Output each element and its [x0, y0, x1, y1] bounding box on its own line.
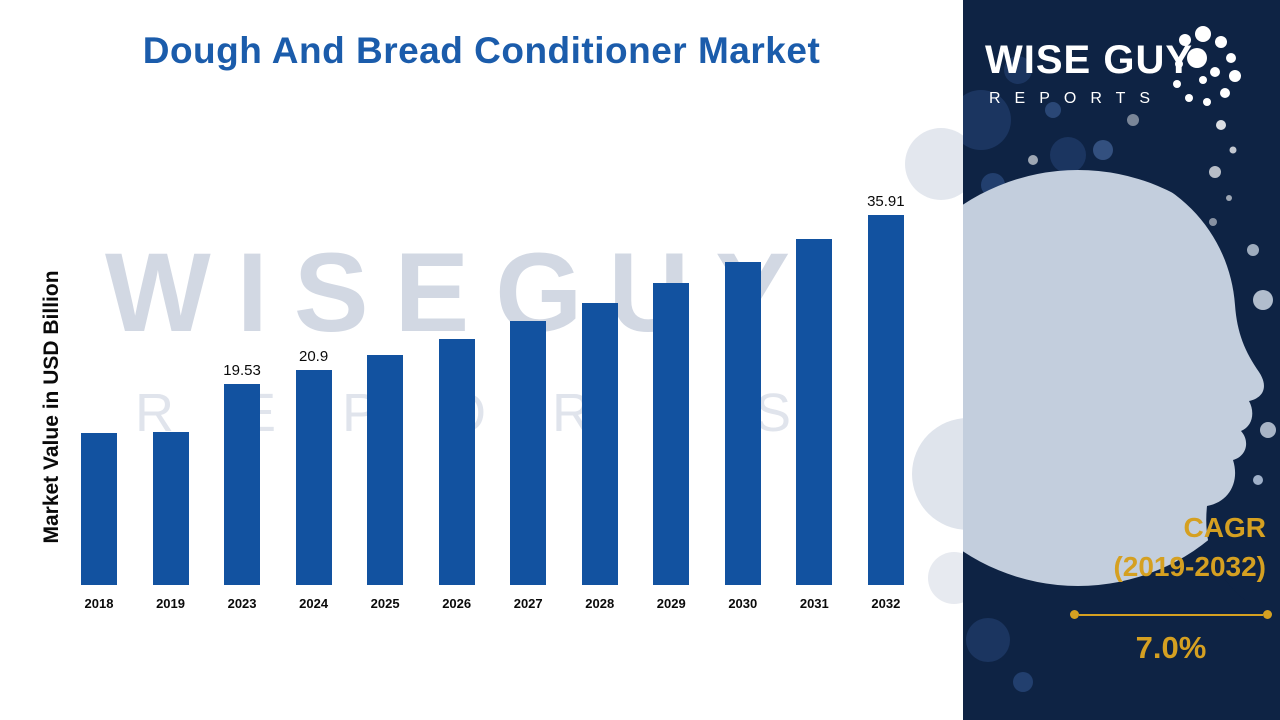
bar	[224, 384, 261, 585]
bar-column: 2031	[790, 234, 838, 611]
divider-dot-icon	[1263, 610, 1272, 619]
bar-column: 2027	[504, 316, 552, 611]
page-title: Dough And Bread Conditioner Market	[142, 30, 821, 71]
bar	[367, 355, 404, 585]
bar-column: 2019	[147, 427, 195, 611]
bar-column: 2029	[647, 278, 695, 611]
brand-panel: WISE GUY REPORTS CAGR (2019-2032) 7.0%	[963, 0, 1280, 720]
y-axis-label: Market Value in USD Billion	[40, 270, 63, 544]
x-tick-label: 2023	[227, 596, 257, 611]
bar-column: 20.9 2024	[290, 348, 338, 611]
panel-artwork	[963, 26, 1280, 692]
x-tick-label: 2027	[513, 596, 543, 611]
cagr-label: CAGR	[1183, 512, 1266, 543]
x-tick-label: 2018	[84, 596, 114, 611]
bar-column: 2026	[433, 334, 481, 611]
x-tick-label: 2019	[156, 596, 185, 611]
logo-face-dots-icon	[1173, 26, 1241, 226]
bar-column: 35.91 2032	[862, 193, 910, 611]
bar	[653, 283, 690, 585]
brand-name: WISE GUY	[985, 38, 1194, 82]
bar-column: 2028	[576, 298, 624, 611]
divider-dot-icon	[1070, 610, 1079, 619]
bar-value-label: 19.53	[223, 362, 261, 379]
brand-logo: WISE GUY REPORTS	[985, 38, 1193, 108]
bar	[581, 303, 618, 585]
bar	[510, 321, 547, 585]
x-tick-label: 2025	[370, 596, 400, 611]
bar-value-label: 20.9	[298, 348, 329, 365]
x-tick-label: 2026	[442, 596, 472, 611]
bar-column: 2018	[75, 428, 123, 611]
x-tick-label: 2031	[799, 596, 829, 611]
bar	[867, 215, 904, 585]
cagr-range: (2019-2032)	[1113, 551, 1266, 583]
cagr-block: CAGR (2019-2032)	[1113, 508, 1266, 586]
bar	[81, 433, 117, 585]
x-tick-label: 2030	[728, 596, 758, 611]
x-tick-label: 2032	[871, 596, 901, 611]
bar-column: 2025	[361, 350, 409, 611]
bar-column: 19.53 2023	[218, 362, 266, 611]
x-tick-label: 2028	[585, 596, 615, 611]
bar-column: 2030	[719, 257, 767, 611]
bar	[438, 339, 475, 585]
bar	[724, 262, 761, 585]
divider-line	[1079, 613, 1263, 616]
x-tick-label: 2024	[299, 596, 329, 611]
bar	[152, 432, 189, 585]
cagr-divider	[1070, 610, 1272, 619]
brand-subname: REPORTS	[989, 90, 1165, 107]
x-tick-label: 2029	[656, 596, 686, 611]
bar-chart: 2018 2019 19.53 2023 20.9 2024 2025 2026 2027 202…	[75, 173, 910, 611]
cagr-value: 7.0%	[1135, 630, 1207, 665]
bar	[295, 370, 332, 585]
bar	[796, 239, 833, 585]
bar-value-label: 35.91	[867, 193, 905, 210]
